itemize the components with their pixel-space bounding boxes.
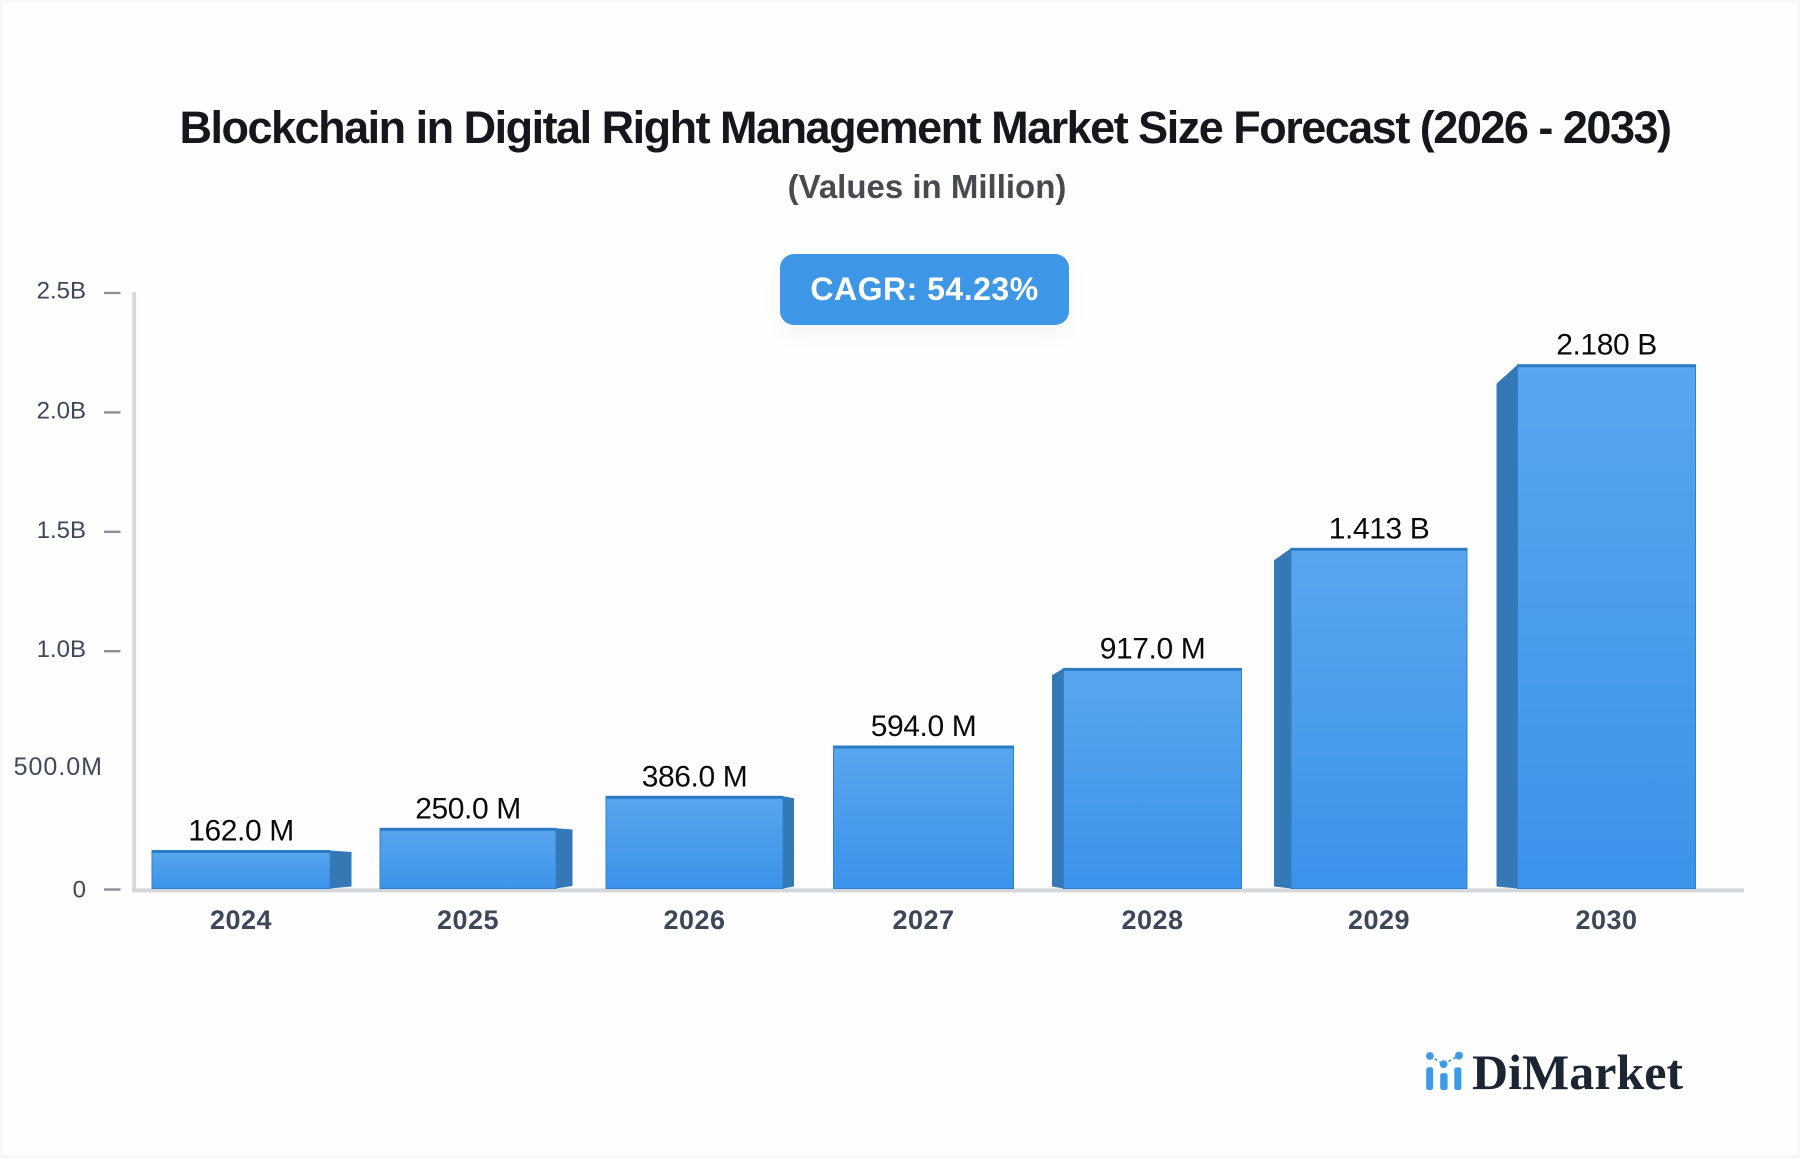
svg-text:2030: 2030 <box>1575 905 1637 935</box>
svg-text:162.0 M: 162.0 M <box>188 815 294 848</box>
svg-text:1.413 B: 1.413 B <box>1329 512 1430 545</box>
svg-text:594.0 M: 594.0 M <box>871 710 977 743</box>
svg-text:2027: 2027 <box>892 905 954 935</box>
svg-text:500.0M: 500.0M <box>14 753 103 781</box>
svg-text:2029: 2029 <box>1348 905 1410 935</box>
svg-text:2025: 2025 <box>437 905 499 935</box>
svg-text:917.0 M: 917.0 M <box>1100 632 1206 665</box>
svg-text:386.0 M: 386.0 M <box>642 760 748 793</box>
svg-text:2.0B: 2.0B <box>37 397 86 424</box>
svg-text:2.5B: 2.5B <box>37 278 86 305</box>
svg-text:1.5B: 1.5B <box>37 517 86 544</box>
svg-text:0: 0 <box>73 877 86 904</box>
svg-text:2028: 2028 <box>1121 905 1183 935</box>
svg-text:1.0B: 1.0B <box>37 636 86 663</box>
svg-text:2026: 2026 <box>663 905 725 935</box>
svg-text:250.0 M: 250.0 M <box>415 792 521 825</box>
svg-text:2.180 B: 2.180 B <box>1556 329 1657 362</box>
svg-text:2024: 2024 <box>210 905 272 935</box>
